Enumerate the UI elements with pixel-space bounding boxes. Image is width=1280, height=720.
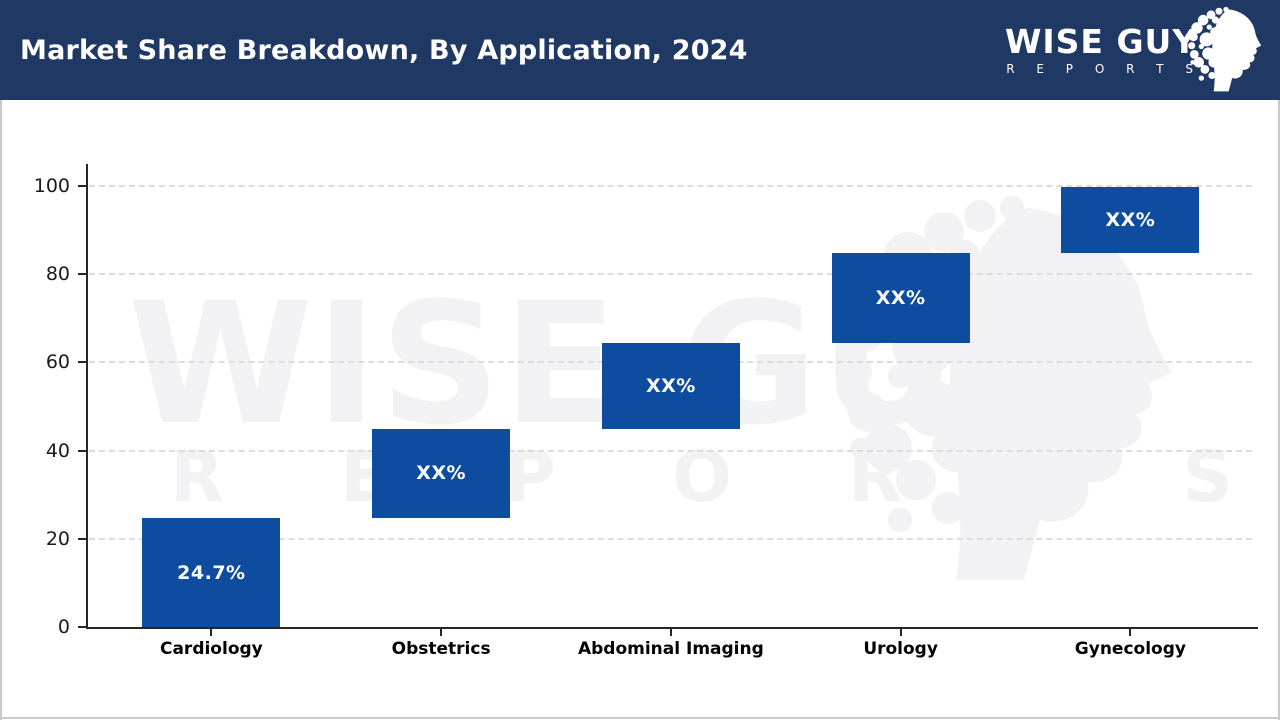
bar-value-label: XX% [645, 374, 696, 397]
gridline-40 [89, 449, 1252, 452]
y-tick-mark [78, 273, 86, 276]
y-tick-mark [78, 185, 86, 187]
x-tick-mark [899, 629, 902, 636]
brand-subtitle: R E P O R T S [1006, 61, 1202, 76]
y-tick-label: 60 [45, 351, 70, 374]
bar-gynecology: XX% [1061, 186, 1200, 254]
page-border-left [0, 100, 2, 720]
y-tick-mark [78, 361, 86, 364]
x-tick-mark [1129, 629, 1132, 636]
header-bar: Market Share Breakdown, By Application, … [0, 0, 1280, 100]
y-tick-label: 100 [33, 175, 70, 197]
y-tick-label: 80 [45, 263, 70, 286]
x-label-urology: Urology [863, 639, 938, 659]
bar-value-label: XX% [875, 286, 926, 309]
x-label-obstetrics: Obstetrics [391, 639, 491, 659]
y-tick-mark [78, 626, 86, 628]
y-tick-label: 0 [57, 616, 70, 638]
brand-logo-text: WISE GUY R E P O R T S [1000, 25, 1202, 76]
bar-cardiology: 24.7% [142, 518, 281, 627]
page-border-right [1278, 100, 1280, 720]
y-axis-spine [86, 164, 88, 629]
gridline-100 [89, 185, 1252, 187]
x-tick-mark [669, 629, 672, 636]
gridline-20 [89, 537, 1252, 540]
bar-value-label: 24.7% [177, 561, 246, 584]
gridline-80 [89, 273, 1252, 276]
x-tick-mark [440, 629, 443, 636]
bar-abdominal-imaging: XX% [601, 342, 740, 429]
page-title: Market Share Breakdown, By Application, … [20, 34, 748, 66]
x-label-abdominal-imaging: Abdominal Imaging [577, 639, 764, 659]
x-tick-mark [210, 629, 213, 636]
y-tick-mark [78, 449, 86, 452]
y-tick-label: 20 [45, 527, 70, 550]
x-axis-spine [86, 627, 1258, 629]
y-tick-label: 40 [45, 439, 70, 462]
x-label-cardiology: Cardiology [159, 639, 263, 659]
bar-obstetrics: XX% [372, 428, 511, 519]
y-tick-mark [78, 537, 86, 540]
x-label-gynecology: Gynecology [1074, 639, 1186, 659]
bar-urology: XX% [831, 253, 970, 343]
dotted-head-logo-icon [1188, 6, 1262, 92]
bar-value-label: XX% [1105, 208, 1156, 231]
page-border-bottom [0, 717, 1280, 719]
brand-name: WISE GUY [1004, 21, 1198, 61]
bar-value-label: XX% [416, 462, 467, 485]
brand-logo: WISE GUY R E P O R T S [1000, 6, 1270, 94]
